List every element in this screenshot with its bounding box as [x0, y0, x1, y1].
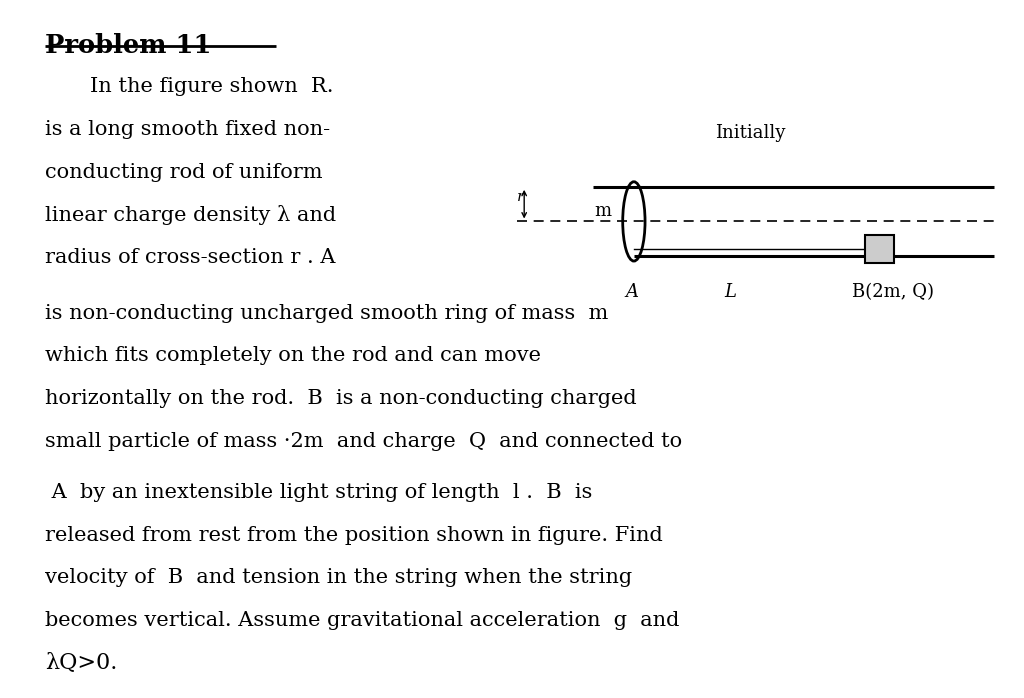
Text: velocity of  B  and tension in the string when the string: velocity of B and tension in the string … [45, 568, 632, 588]
Text: λQ>0.: λQ>0. [45, 653, 117, 674]
Text: released from rest from the position shown in figure. Find: released from rest from the position sho… [45, 526, 663, 544]
Text: horizontally on the rod.  B  is a non-conducting charged: horizontally on the rod. B is a non-cond… [45, 389, 637, 408]
Text: m: m [594, 202, 611, 220]
Text: A: A [626, 283, 638, 302]
Text: is a long smooth fixed non-: is a long smooth fixed non- [45, 120, 330, 139]
Text: L: L [724, 283, 736, 302]
Text: In the figure shown  R.: In the figure shown R. [90, 77, 334, 96]
Text: becomes vertical. Assume gravitational acceleration  g  and: becomes vertical. Assume gravitational a… [45, 611, 679, 630]
Text: r: r [516, 190, 523, 205]
Text: Problem 11: Problem 11 [45, 33, 211, 58]
Text: which fits completely on the rod and can move: which fits completely on the rod and can… [45, 346, 541, 365]
Text: B(2m, Q): B(2m, Q) [852, 283, 934, 302]
Text: is non-conducting uncharged smooth ring of mass  m: is non-conducting uncharged smooth ring … [45, 304, 608, 322]
Text: linear charge density λ and: linear charge density λ and [45, 205, 336, 225]
Text: radius of cross-section r . A: radius of cross-section r . A [45, 248, 335, 267]
Text: A  by an inextensible light string of length  l .  B  is: A by an inextensible light string of len… [45, 483, 592, 502]
Bar [865, 235, 894, 263]
Text: Initially: Initially [716, 124, 785, 142]
Text: conducting rod of uniform: conducting rod of uniform [45, 163, 323, 182]
Text: small particle of mass ·2m  and charge  Q  and connected to: small particle of mass ·2m and charge Q … [45, 432, 682, 451]
